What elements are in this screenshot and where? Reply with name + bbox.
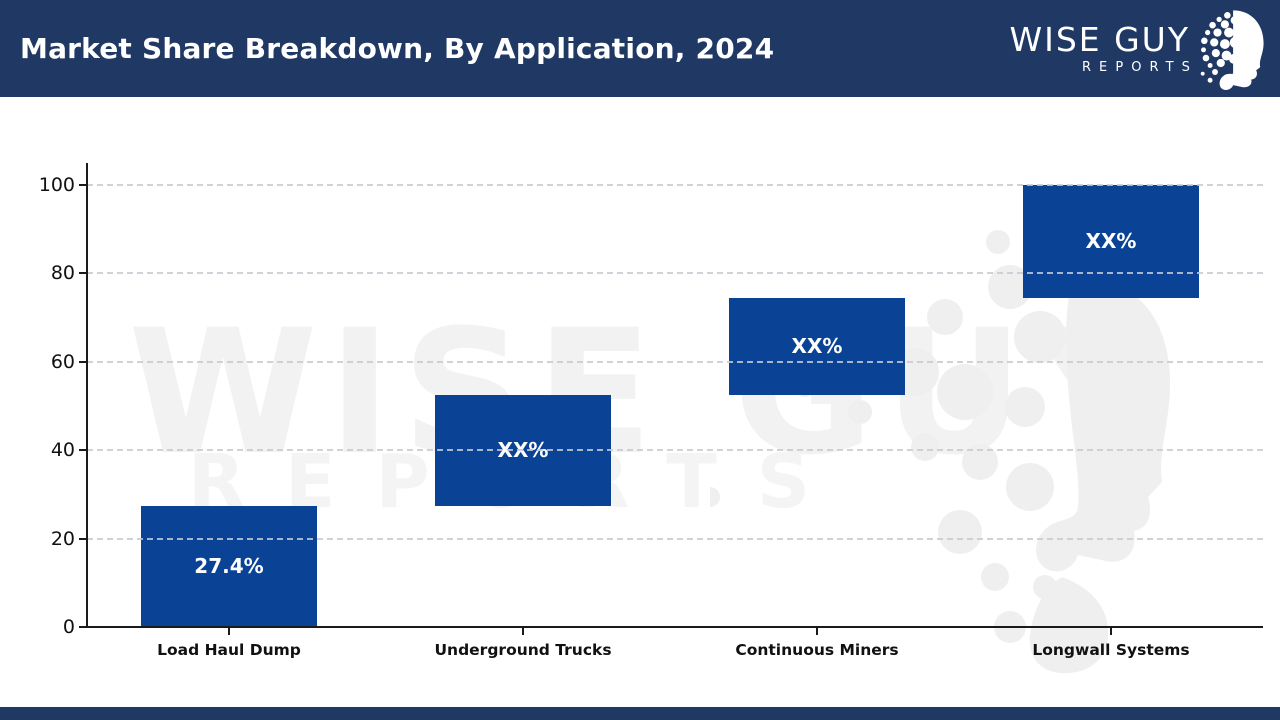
y-axis-tick (79, 184, 87, 186)
y-tick-label: 100 (38, 174, 75, 196)
gridline (87, 272, 1263, 275)
y-axis-tick (79, 449, 87, 452)
gridline (87, 360, 1263, 363)
y-axis-tick (79, 626, 87, 628)
x-axis-tick (228, 628, 230, 635)
x-axis-tick (816, 628, 818, 635)
logo-head-icon (1200, 9, 1264, 90)
y-tick-label: 40 (50, 439, 75, 462)
logo-wordmark: WISE GUY REPORTS (1009, 23, 1190, 74)
gridline (87, 537, 1263, 540)
y-axis-tick (79, 537, 87, 540)
chart-title: Market Share Breakdown, By Application, … (20, 32, 775, 65)
bar-continuous-miners: XX% (729, 297, 905, 395)
bar-value-label: XX% (791, 334, 843, 359)
x-axis-tick (522, 628, 524, 635)
x-category-label: Continuous Miners (735, 641, 899, 659)
y-tick-label: 0 (62, 616, 75, 638)
x-category-label: Underground Trucks (434, 641, 612, 659)
y-tick-label: 20 (50, 527, 75, 550)
gridline (87, 184, 1263, 186)
gridline (87, 449, 1263, 452)
x-category-label: Load Haul Dump (157, 641, 301, 659)
bar-value-label: XX% (1085, 229, 1137, 254)
logo-wordmark-text: WISE GUY (1009, 20, 1190, 59)
chart-area: WISE GUY REPORTS 02040608010027.4%XX%XX%… (0, 97, 1280, 707)
brand-logo: WISE GUY REPORTS (1009, 7, 1266, 91)
y-axis-tick (79, 272, 87, 275)
y-axis (86, 163, 88, 627)
x-axis-tick (1110, 628, 1112, 635)
bar-longwall-systems: XX% (1023, 185, 1199, 298)
y-axis-tick (79, 360, 87, 363)
bar-load-haul-dump: 27.4% (141, 505, 317, 627)
header-banner: Market Share Breakdown, By Application, … (0, 0, 1280, 97)
y-tick-label: 60 (50, 350, 75, 373)
x-axis (86, 626, 1263, 628)
footer-bar (0, 707, 1280, 720)
x-category-label: Longwall Systems (1032, 641, 1190, 659)
y-tick-label: 80 (50, 262, 75, 285)
logo-subtext: REPORTS (1081, 60, 1198, 75)
bar-value-label: 27.4% (194, 554, 264, 579)
